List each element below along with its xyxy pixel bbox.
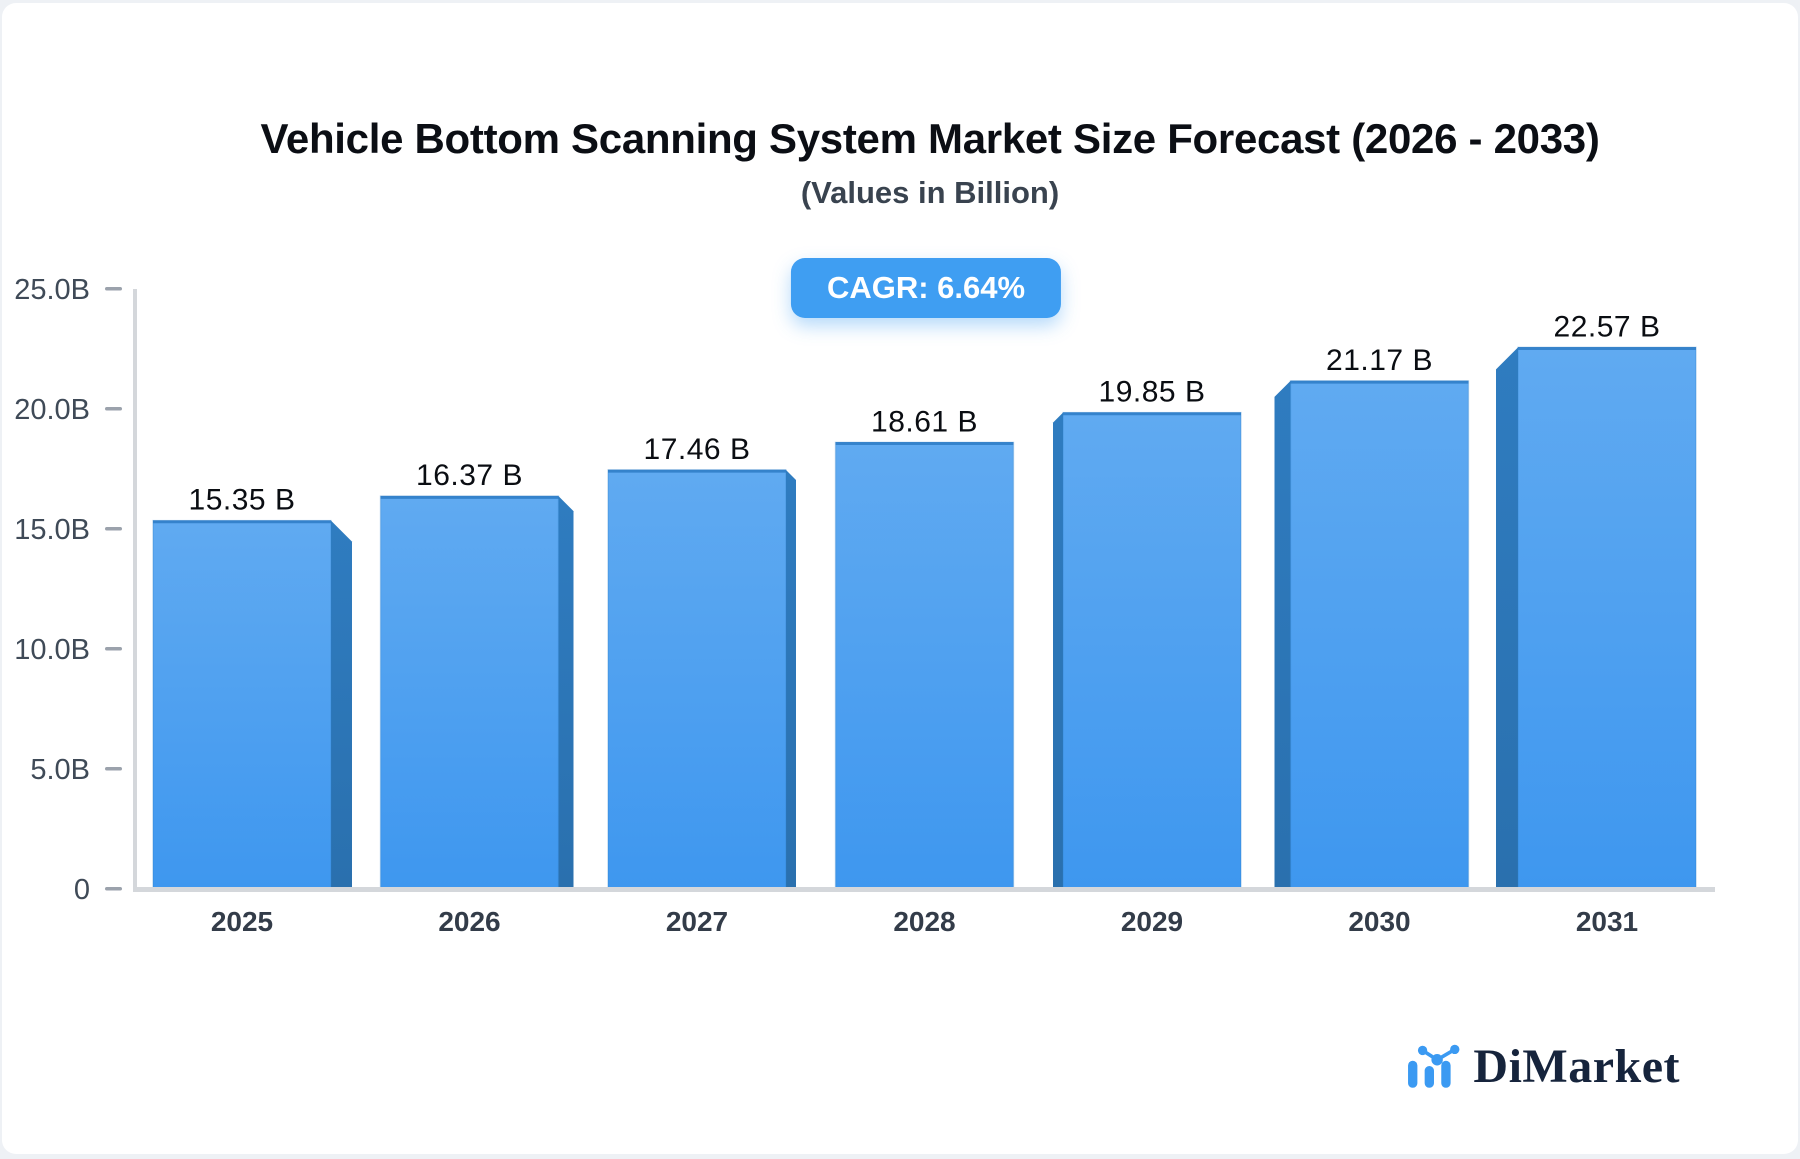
bar-side-2025 — [331, 520, 352, 889]
bar-side-2030 — [1274, 380, 1291, 889]
brand-icon-dot — [1418, 1045, 1428, 1056]
y-tick-label-20.0B: 20.0B — [14, 394, 90, 426]
bar-side-2031 — [1496, 347, 1518, 889]
bar-2028 — [834, 441, 1015, 890]
brand-icon-bar — [1408, 1060, 1418, 1088]
brand-logo: DiMarket — [1407, 1035, 1680, 1097]
brand-icon-dot — [1431, 1054, 1444, 1066]
bar-side-2029 — [1053, 412, 1063, 889]
bar-2029 — [1062, 411, 1242, 890]
y-tick-mark — [105, 767, 122, 771]
bar-value-label-2026: 16.37 B — [416, 459, 523, 492]
bar-2030 — [1289, 380, 1470, 890]
y-axis-line — [133, 289, 137, 892]
bar-2025 — [152, 519, 332, 890]
cagr-badge: CAGR: 6.64% — [790, 258, 1062, 318]
x-tick-label-2031: 2031 — [1576, 906, 1638, 937]
brand-icon-bar — [1425, 1066, 1435, 1088]
chart-subtitle: (Values in Billion) — [800, 175, 1060, 210]
y-tick-mark — [105, 287, 122, 291]
y-tick-label-25.0B: 25.0B — [14, 274, 90, 306]
bar-value-label-2025: 15.35 B — [189, 484, 296, 517]
bar-side-2026 — [558, 496, 574, 889]
x-tick-label-2025: 2025 — [211, 906, 273, 937]
y-tick-label-5.0B: 5.0B — [30, 754, 90, 786]
bar-side-2027 — [786, 469, 796, 889]
brand-name: DiMarket — [1473, 1039, 1680, 1093]
brand-icon-dot — [1450, 1044, 1460, 1055]
y-tick-mark — [105, 407, 122, 411]
bar-value-label-2031: 22.57 B — [1554, 310, 1661, 343]
bar-2026 — [379, 495, 560, 890]
y-tick-mark — [105, 647, 122, 651]
bar-value-label-2028: 18.61 B — [871, 405, 978, 438]
y-tick-label-15.0B: 15.0B — [14, 514, 90, 546]
x-tick-label-2027: 2027 — [666, 906, 728, 937]
chart-card: Vehicle Bottom Scanning System Market Si… — [2, 3, 1798, 1154]
x-tick-label-2028: 2028 — [893, 906, 955, 937]
x-tick-label-2026: 2026 — [438, 906, 500, 937]
bar-value-label-2027: 17.46 B — [644, 433, 751, 466]
brand-icon-bar — [1441, 1060, 1452, 1088]
bar-chart: 25.0B 20.0B 15.0B 10.0B 5.0B 0 15.35 B 16.37 B 1… — [14, 274, 1715, 937]
x-tick-label-2030: 2030 — [1348, 906, 1410, 937]
y-tick-mark — [105, 887, 122, 891]
bar-2031 — [1517, 346, 1697, 890]
bar-value-label-2030: 21.17 B — [1326, 344, 1433, 377]
y-tick-label-10.0B: 10.0B — [14, 634, 90, 666]
brand-chart-icon — [1408, 1044, 1460, 1088]
y-tick-label-0: 0 — [74, 874, 90, 906]
x-tick-label-2029: 2029 — [1121, 906, 1183, 937]
x-axis-line — [133, 887, 1715, 892]
chart-title: Vehicle Bottom Scanning System Market Si… — [260, 115, 1600, 162]
y-tick-mark — [105, 527, 122, 531]
bar-2027 — [607, 469, 787, 890]
bar-value-label-2029: 19.85 B — [1099, 376, 1206, 409]
